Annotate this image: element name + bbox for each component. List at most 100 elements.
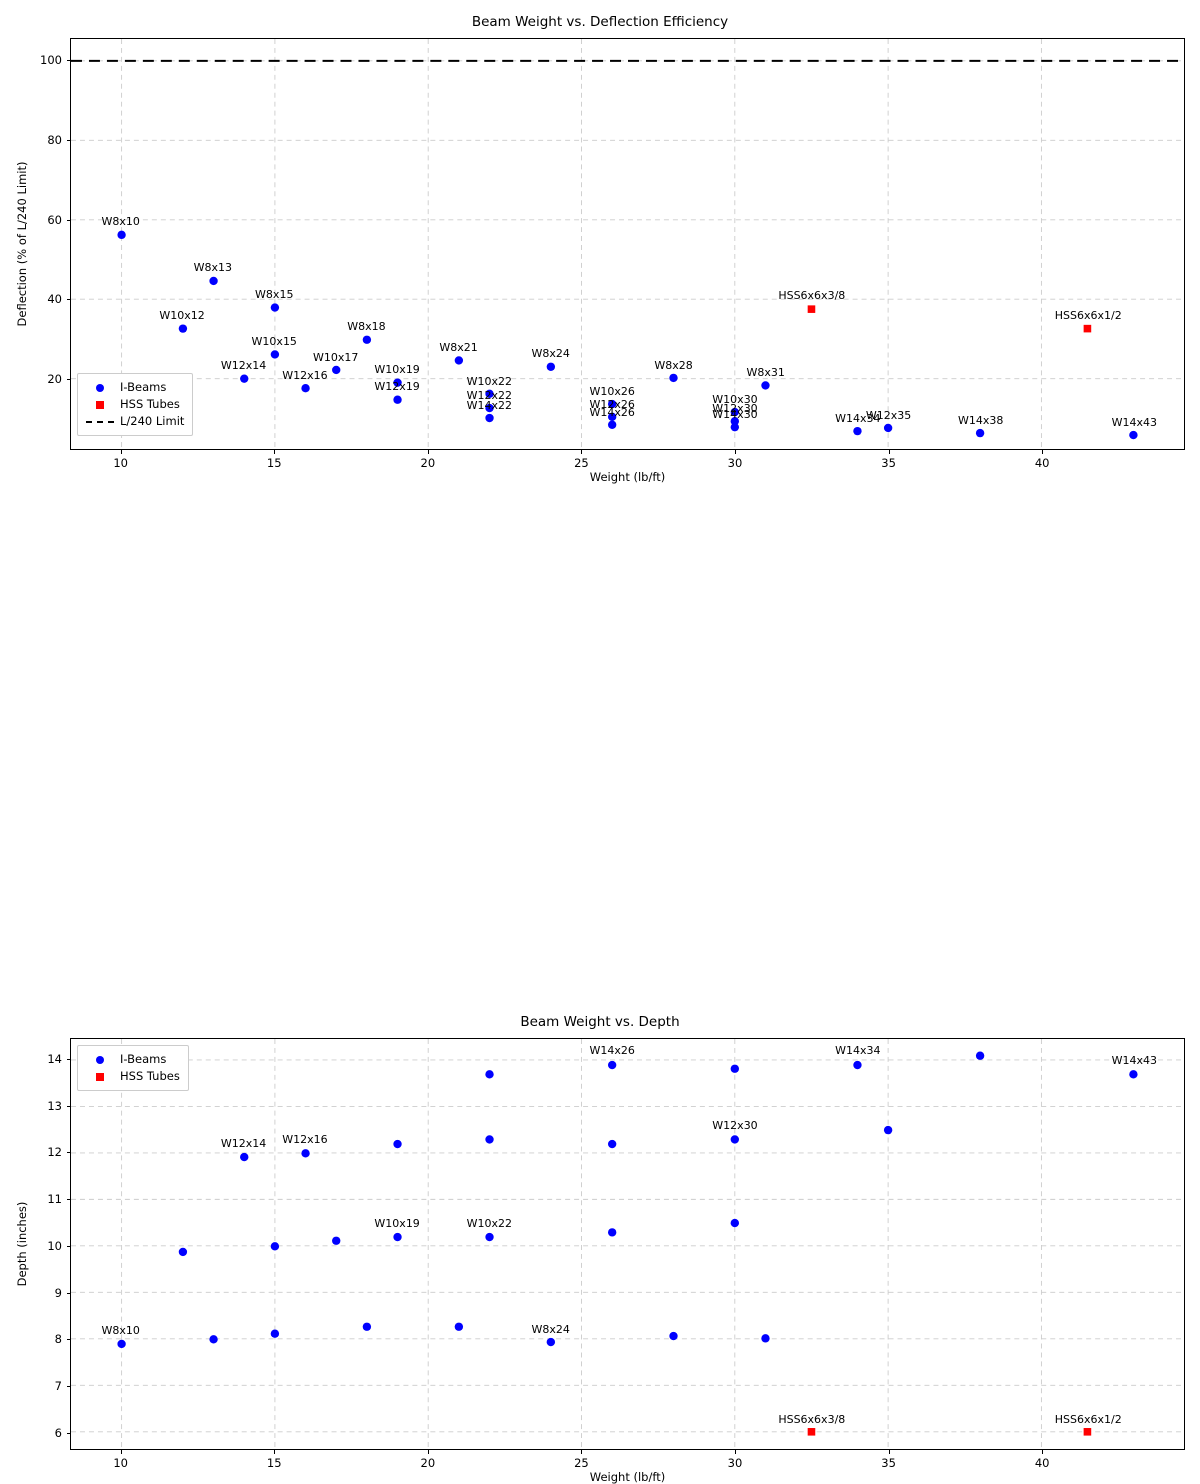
data-point <box>393 1232 402 1242</box>
plot-area-deflection <box>70 38 1185 450</box>
y-axis-label-deflection: Deflection (% of L/240 Limit) <box>15 161 29 327</box>
data-point <box>270 1329 280 1338</box>
hss-marker-icon <box>85 1072 115 1081</box>
y-tick-mark <box>66 139 70 141</box>
data-point <box>485 413 494 423</box>
legend-depth[interactable]: I-Beams HSS Tubes <box>77 1045 189 1091</box>
data-point <box>730 1064 740 1073</box>
y-tick-label: 11 <box>47 1192 62 1207</box>
ibeam-marker-icon <box>85 383 115 392</box>
data-point <box>883 1125 893 1135</box>
data-point <box>301 384 310 393</box>
y-tick-label: 8 <box>54 1332 62 1347</box>
data-point <box>607 1060 617 1070</box>
x-tick-label: 10 <box>113 456 128 470</box>
y-tick-label: 14 <box>47 1052 62 1067</box>
y-tick-mark <box>66 1245 70 1247</box>
legend-item-ibeams[interactable]: I-Beams <box>85 379 184 396</box>
y-tick-label: 20 <box>47 372 62 387</box>
hss-marker-icon <box>85 400 115 409</box>
data-point <box>393 1139 402 1149</box>
data-point <box>730 417 740 426</box>
data-point <box>485 1135 494 1144</box>
data-point <box>607 412 617 421</box>
x-tick-mark <box>120 1450 122 1454</box>
data-point <box>240 1152 249 1162</box>
legend-label-limit: L/240 Limit <box>120 413 185 428</box>
data-point <box>1129 1070 1138 1079</box>
x-tick-mark <box>274 450 276 454</box>
x-tick-label: 40 <box>1034 456 1050 470</box>
y-tick-mark <box>66 1386 70 1387</box>
x-tick-mark <box>581 1450 583 1454</box>
data-point <box>270 1242 280 1251</box>
x-tick-mark <box>888 1450 890 1454</box>
legend-item-limit[interactable]: L/240 Limit <box>85 413 184 430</box>
y-tick-label: 10 <box>47 1238 62 1253</box>
x-tick-mark <box>1042 450 1044 454</box>
data-point <box>209 276 218 286</box>
data-point <box>178 324 188 333</box>
data-point <box>607 399 617 409</box>
chart-title-depth: Beam Weight vs. Depth <box>520 1014 680 1030</box>
data-point <box>807 1428 816 1436</box>
y-tick-label: 7 <box>54 1379 62 1393</box>
legend-item-hss[interactable]: HSS Tubes <box>85 1068 180 1085</box>
data-point <box>117 230 126 240</box>
y-tick-mark <box>66 379 70 381</box>
legend-item-ibeams[interactable]: I-Beams <box>85 1051 180 1068</box>
x-tick-mark <box>274 1450 276 1454</box>
data-point <box>853 426 862 436</box>
data-points-depth <box>117 1051 1138 1436</box>
data-point <box>270 303 280 312</box>
data-point <box>975 428 985 438</box>
gridlines-deflection <box>71 39 1184 449</box>
x-tick-label: 15 <box>266 456 282 470</box>
data-point <box>1083 1428 1092 1436</box>
y-tick-mark <box>66 299 70 301</box>
ibeam-marker-icon <box>85 1055 115 1064</box>
y-tick-label: 100 <box>40 52 62 67</box>
x-axis-label-depth: Weight (lb/ft) <box>589 1470 666 1484</box>
data-point <box>485 1070 494 1079</box>
data-point <box>454 356 464 365</box>
legend-label-ibeams: I-Beams <box>120 379 167 394</box>
x-tick-label: 20 <box>420 456 436 470</box>
data-points-deflection <box>71 59 1184 440</box>
data-point <box>761 1334 770 1343</box>
y-tick-label: 6 <box>54 1425 62 1440</box>
x-tick-label: 25 <box>574 456 589 470</box>
data-point <box>332 1236 341 1245</box>
y-tick-label: 80 <box>47 132 62 147</box>
data-point <box>730 1135 740 1144</box>
figure-canvas: Beam Weight vs. Deflection Efficiency 10… <box>15 14 1185 1484</box>
x-tick-mark <box>120 450 122 454</box>
y-tick-mark <box>66 1339 70 1341</box>
legend-deflection[interactable]: I-Beams HSS Tubes L/240 Limit <box>77 373 194 436</box>
data-point <box>270 350 280 359</box>
x-axis-label-deflection: Weight (lb/ft) <box>589 470 666 484</box>
data-point <box>807 305 816 313</box>
y-tick-label: 12 <box>47 1145 62 1160</box>
data-point <box>669 1331 678 1341</box>
data-point <box>362 1322 372 1331</box>
data-point <box>546 362 556 371</box>
data-point <box>975 1051 985 1060</box>
y-axis-label-depth: Depth (inches) <box>15 1201 29 1287</box>
data-point <box>883 423 893 433</box>
data-point <box>1129 430 1138 440</box>
x-tick-label: 25 <box>574 1456 589 1470</box>
data-point <box>178 1247 188 1257</box>
y-tick-mark <box>66 1152 70 1154</box>
dashed-line-icon <box>85 420 115 423</box>
y-tick-mark <box>66 1059 70 1061</box>
y-tick-label: 40 <box>47 292 62 307</box>
data-point <box>546 1337 556 1347</box>
data-point <box>209 1335 218 1344</box>
x-tick-label: 35 <box>881 1456 896 1470</box>
y-tick-label: 60 <box>47 212 62 227</box>
x-tick-label: 35 <box>881 456 896 470</box>
y-tick-label: 13 <box>47 1098 62 1113</box>
data-point <box>485 403 494 413</box>
legend-item-hss[interactable]: HSS Tubes <box>85 396 184 413</box>
